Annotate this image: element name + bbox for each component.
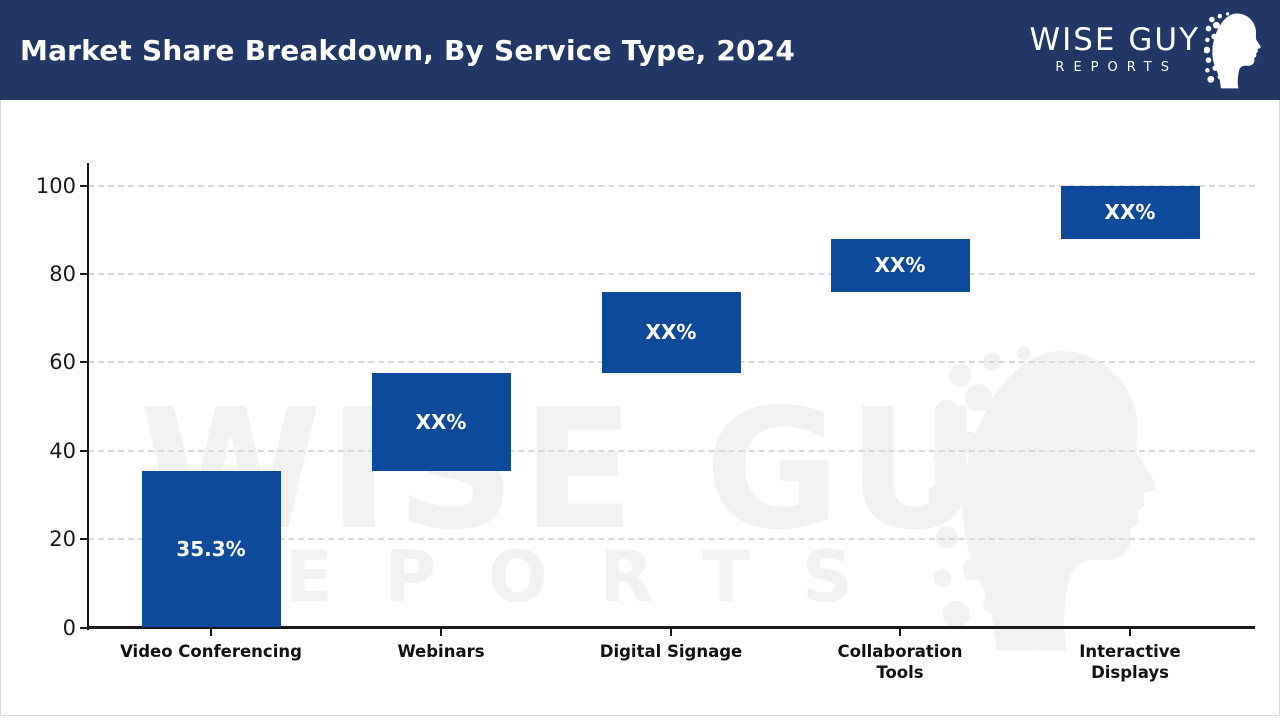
y-tick-mark — [80, 626, 88, 629]
x-category-label: Webinars — [331, 641, 551, 662]
y-gridline — [88, 449, 1255, 452]
waterfall-bar: XX% — [601, 291, 741, 374]
x-category-line: Video Conferencing — [120, 642, 302, 661]
y-tick-label: 60 — [49, 350, 76, 375]
y-tick-mark — [80, 184, 88, 187]
header-bar: Market Share Breakdown, By Service Type,… — [0, 0, 1280, 100]
logo-wordmark: WISE GUY — [1029, 22, 1200, 58]
logo-text: WISE GUY REPORTS — [1029, 22, 1200, 76]
y-gridline — [88, 538, 1255, 541]
y-tick-mark — [80, 272, 88, 275]
y-axis-spine — [87, 163, 89, 630]
x-category-label: Collaboration Tools — [790, 641, 1010, 683]
watermark-line2: REPORTS — [179, 536, 905, 618]
waterfall-bar: XX% — [830, 238, 970, 292]
x-category-line: Digital Signage — [599, 642, 743, 661]
logo-head-icon — [1204, 8, 1266, 92]
x-tick-mark — [440, 629, 442, 636]
y-tick-mark — [80, 538, 88, 541]
x-category-line: Interactive — [1079, 642, 1181, 661]
bar-value-label: XX% — [645, 320, 697, 345]
y-gridline — [88, 184, 1255, 187]
x-tick-mark — [899, 629, 901, 636]
y-tick-mark — [80, 449, 88, 452]
watermark-head-icon — [929, 332, 1177, 662]
x-category-line: Tools — [876, 663, 924, 682]
x-axis-spine — [87, 626, 1255, 629]
x-category-line: Collaboration — [837, 642, 963, 661]
chart-title: Market Share Breakdown, By Service Type,… — [20, 33, 796, 67]
y-tick-mark — [80, 361, 88, 364]
wiseguy-logo: WISE GUY REPORTS — [1029, 8, 1266, 92]
x-tick-mark — [1129, 629, 1131, 636]
bar-value-label: XX% — [1104, 200, 1156, 225]
waterfall-bar: 35.3% — [141, 471, 281, 628]
x-category-label: Interactive Displays — [1020, 641, 1240, 683]
y-gridline — [88, 272, 1255, 275]
y-tick-label: 100 — [35, 173, 76, 198]
logo-subtext: REPORTS — [1055, 60, 1179, 75]
bar-value-label: 35.3% — [176, 537, 246, 562]
waterfall-bar: XX% — [371, 373, 511, 472]
x-tick-mark — [210, 629, 212, 636]
x-tick-mark — [670, 629, 672, 636]
y-tick-label: 80 — [49, 261, 76, 286]
y-tick-label: 0 — [62, 615, 76, 640]
bar-value-label: XX% — [874, 253, 926, 278]
x-category-label: Digital Signage — [561, 641, 781, 662]
x-category-line: Webinars — [397, 642, 485, 661]
bar-value-label: XX% — [415, 410, 467, 435]
x-category-label: Video Conferencing — [101, 641, 321, 662]
y-tick-label: 20 — [49, 527, 76, 552]
y-tick-label: 40 — [49, 438, 76, 463]
x-category-line: Displays — [1091, 663, 1169, 682]
waterfall-bar: XX% — [1060, 185, 1200, 239]
